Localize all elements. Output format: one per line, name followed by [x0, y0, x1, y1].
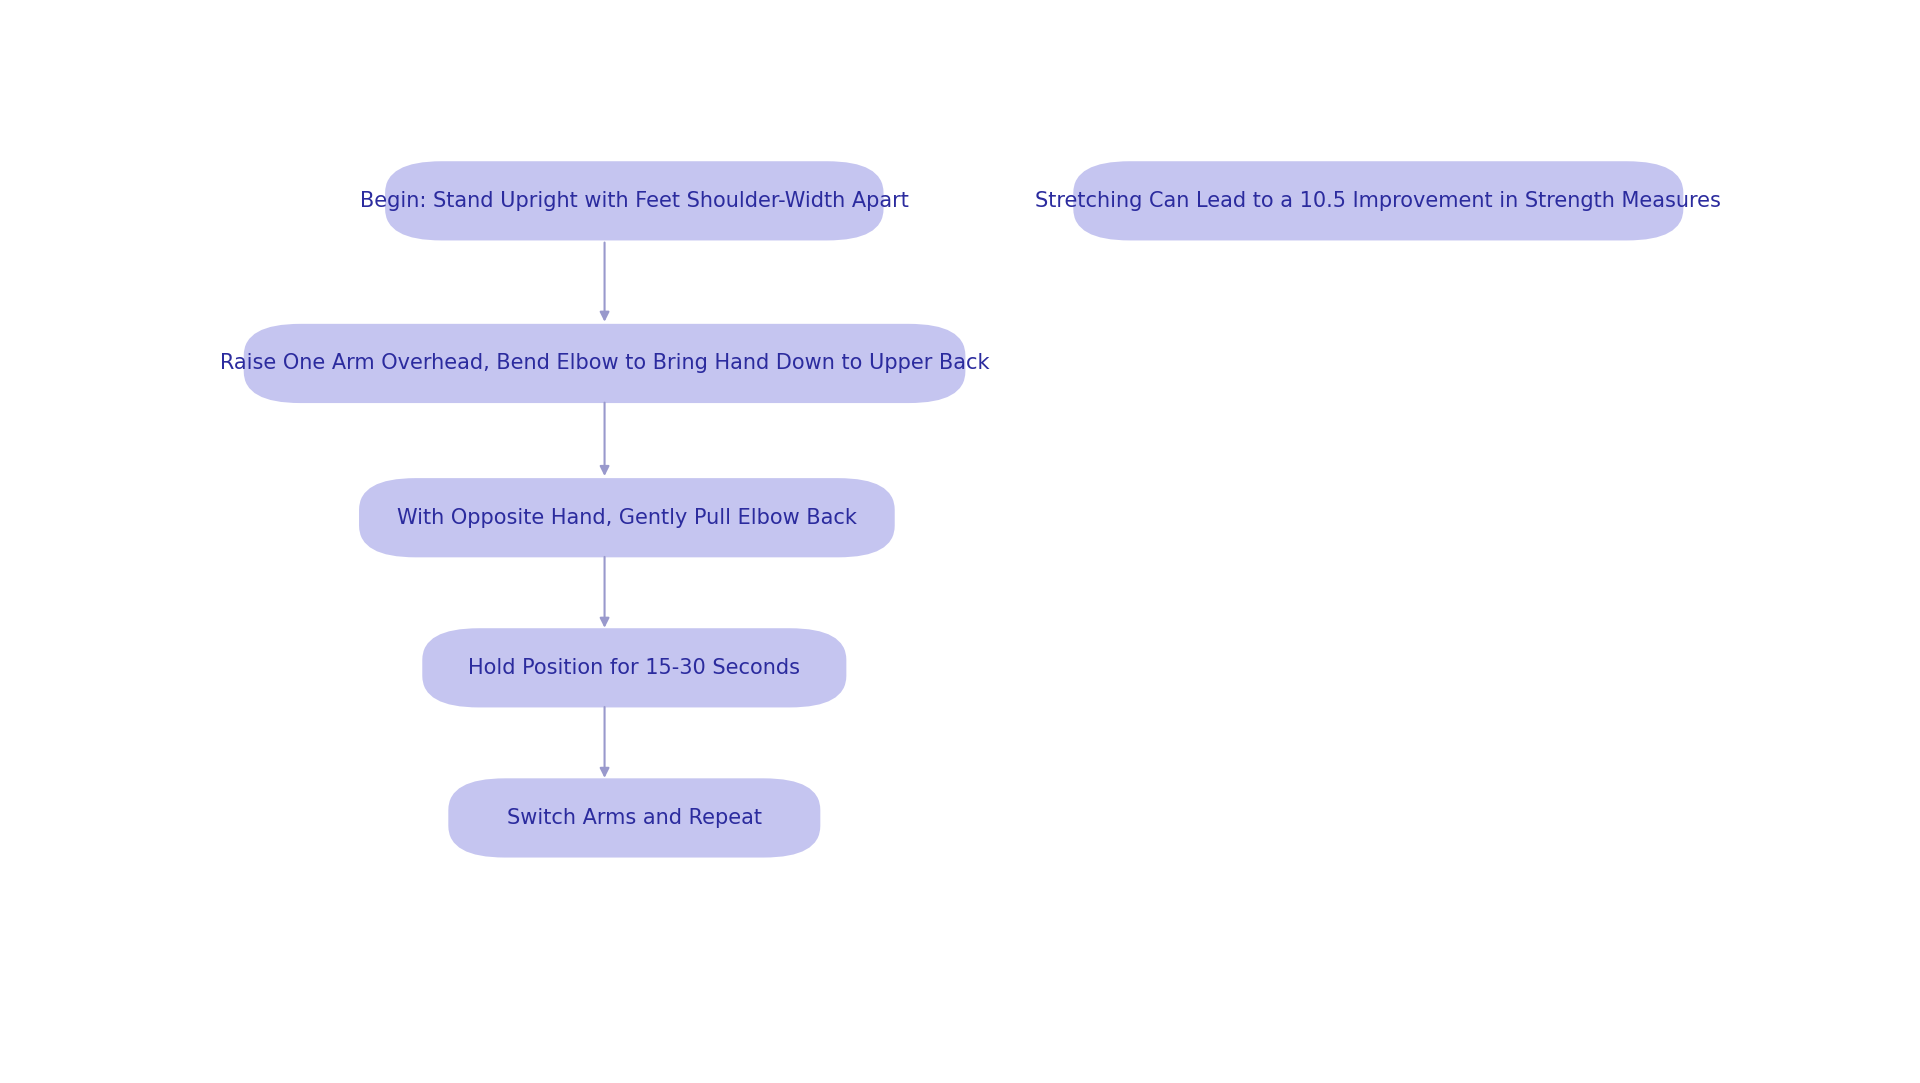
- Text: Begin: Stand Upright with Feet Shoulder-Width Apart: Begin: Stand Upright with Feet Shoulder-…: [359, 191, 908, 211]
- Text: Hold Position for 15-30 Seconds: Hold Position for 15-30 Seconds: [468, 657, 801, 678]
- FancyBboxPatch shape: [422, 628, 847, 707]
- Text: Stretching Can Lead to a 10.5 Improvement in Strength Measures: Stretching Can Lead to a 10.5 Improvemen…: [1035, 191, 1720, 211]
- Text: Switch Arms and Repeat: Switch Arms and Repeat: [507, 808, 762, 827]
- Text: Raise One Arm Overhead, Bend Elbow to Bring Hand Down to Upper Back: Raise One Arm Overhead, Bend Elbow to Br…: [219, 353, 989, 374]
- FancyBboxPatch shape: [244, 324, 966, 403]
- Text: With Opposite Hand, Gently Pull Elbow Back: With Opposite Hand, Gently Pull Elbow Ba…: [397, 508, 856, 527]
- FancyBboxPatch shape: [359, 478, 895, 558]
- FancyBboxPatch shape: [1073, 161, 1684, 240]
- FancyBboxPatch shape: [386, 161, 883, 240]
- FancyBboxPatch shape: [449, 779, 820, 858]
